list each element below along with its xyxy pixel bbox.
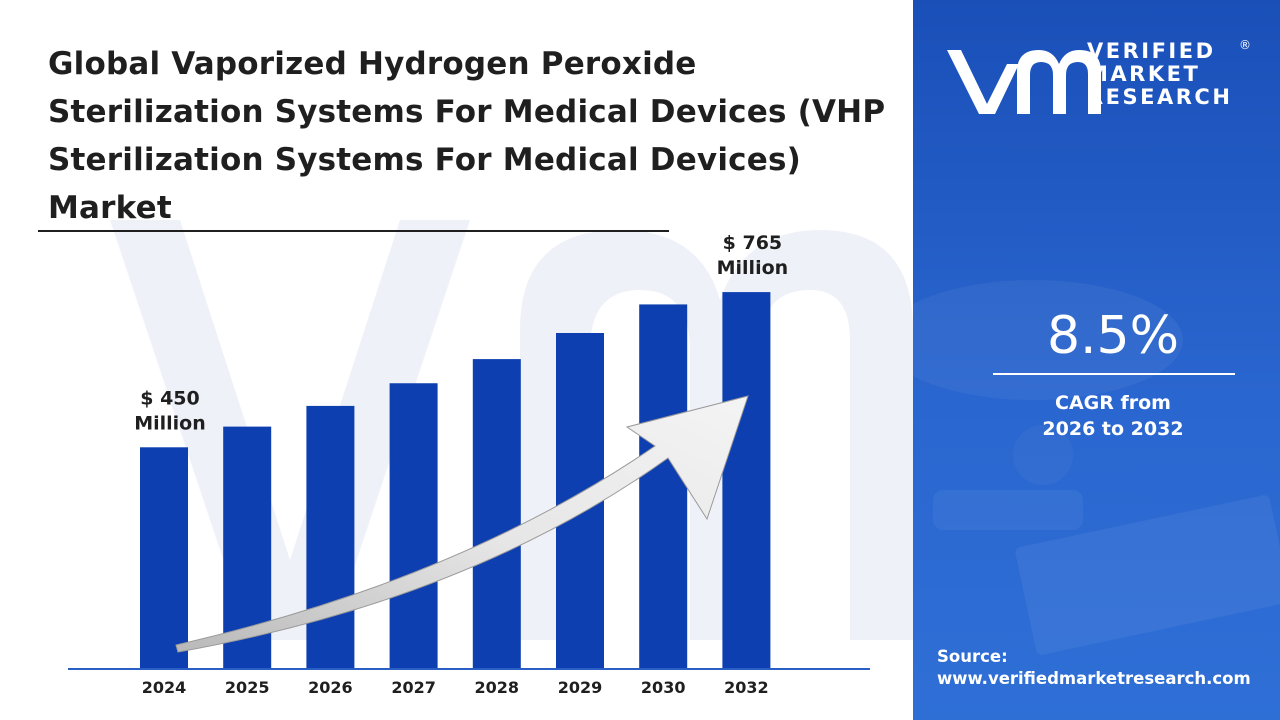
brand-line-market: MARKET	[1087, 62, 1201, 86]
data-label-2024-line2: Million	[134, 412, 206, 434]
x-tick-label-2025: 2025	[225, 678, 270, 697]
x-tick-label-2024: 2024	[142, 678, 187, 697]
source-url[interactable]: www.verifiedmarketresearch.com	[937, 669, 1251, 688]
bar-2027	[389, 383, 438, 669]
info-panel: VERIFIED MARKET RESEARCH ® 8.5% CAGR fro…	[913, 0, 1280, 720]
x-tick-label-2030: 2030	[641, 678, 686, 697]
cagr-label: CAGR from 2026 to 2032	[993, 390, 1233, 442]
cagr-label-line2: 2026 to 2032	[1042, 418, 1184, 440]
cagr-value: 8.5%	[1046, 306, 1180, 366]
brand-line-research: RESEARCH	[1087, 85, 1233, 109]
chart-title: Global Vaporized Hydrogen Peroxide Steri…	[48, 46, 886, 226]
chart-panel: Global Vaporized Hydrogen Peroxide Steri…	[38, 46, 913, 697]
title-underline	[38, 230, 669, 232]
x-tick-label-2027: 2027	[391, 678, 436, 697]
bar-2032	[722, 292, 771, 669]
source-credit: Source: www.verifiedmarketresearch.com	[937, 646, 1277, 690]
bar-2030	[639, 304, 688, 669]
x-tick-label-2032: 2032	[724, 678, 769, 697]
source-label: Source:	[937, 647, 1008, 666]
x-tick-label-2028: 2028	[475, 678, 520, 697]
vm-logo-mark	[947, 50, 1101, 114]
bar-2024	[140, 447, 188, 669]
brand-line-verified: VERIFIED	[1087, 39, 1216, 63]
x-tick-label-2026: 2026	[308, 678, 353, 697]
data-label-2024-line1: $ 450	[140, 387, 200, 409]
bar-2026	[306, 405, 355, 669]
data-label-2032-line1: $ 765	[723, 232, 783, 254]
brand-wordmark: VERIFIED MARKET RESEARCH	[1087, 40, 1232, 109]
growth-arrow	[175, 395, 749, 653]
cagr-divider	[993, 373, 1235, 375]
registered-mark: ®	[1239, 38, 1251, 52]
brand-logo	[945, 42, 1275, 122]
bar-chart: 2024 2025 2026 2027 2028 2029 2030 2032 $ 450 Mi…	[68, 232, 870, 697]
cagr-label-line1: CAGR from	[1055, 392, 1171, 414]
x-tick-label-2029: 2029	[558, 678, 603, 697]
panel-background-decoration	[913, 280, 1280, 655]
bar-2028	[472, 359, 521, 669]
data-label-2032-line2: Million	[717, 257, 789, 279]
